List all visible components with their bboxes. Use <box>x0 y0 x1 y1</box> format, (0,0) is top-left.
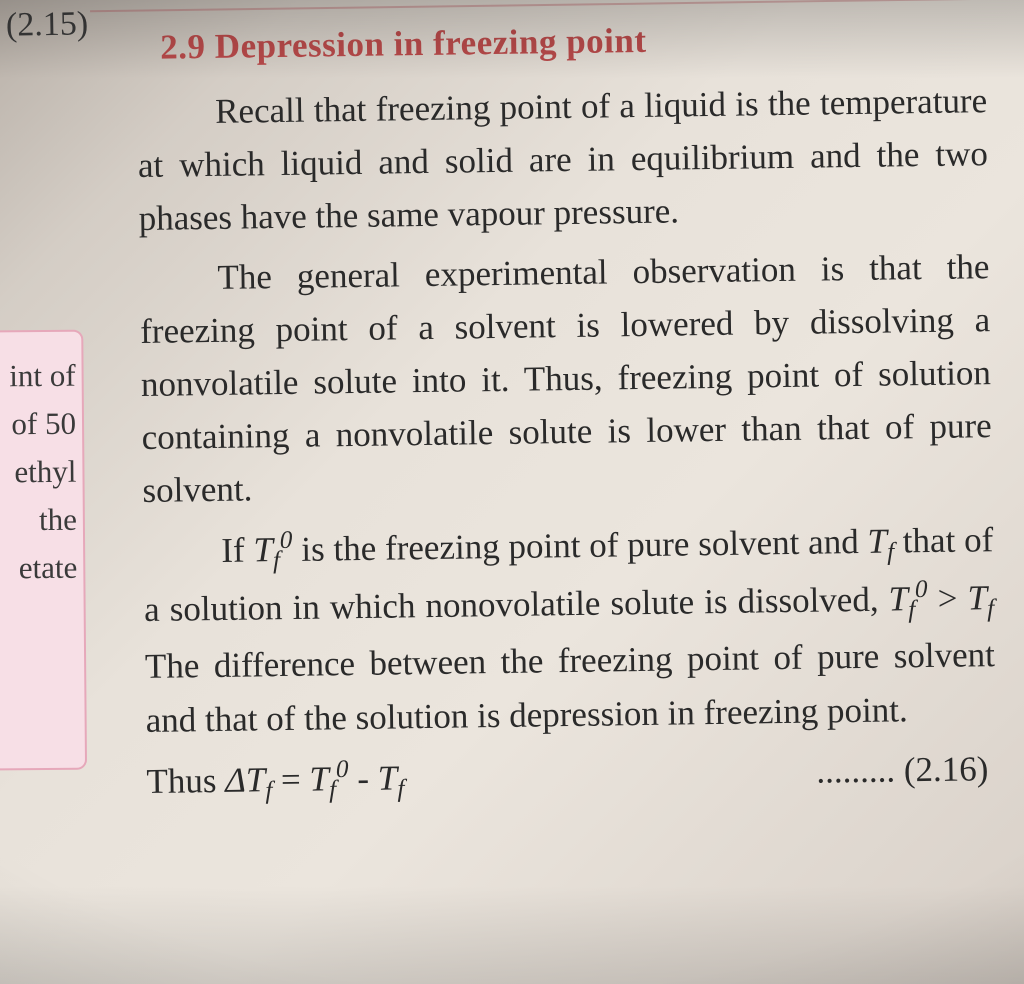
symbol-deltaTf: ΔTf <box>225 760 273 800</box>
symbol-Tf0: Tf0 <box>888 579 928 619</box>
textbook-page: (2.15) int of of 50 ethyl the etate 2.9 … <box>0 0 1024 984</box>
symbol-Tf0: Tf0 <box>253 529 293 569</box>
fragment-line: int of <box>0 352 76 401</box>
left-column-fragment: int of of 50 ethyl the etate <box>0 70 91 771</box>
symbol-Tf: Tf <box>867 521 894 560</box>
paragraph-3: If Tf0 is the freezing point of pure sol… <box>143 512 996 747</box>
section-title: Depression in freezing point <box>214 21 646 66</box>
equation-lead: Thus <box>146 761 225 801</box>
page-top-border <box>90 0 994 12</box>
fragment-line: ethyl <box>0 448 77 497</box>
symbol-Tf: Tf <box>967 578 994 617</box>
section-number: 2.9 <box>160 27 206 67</box>
main-text-column: 2.9 Depression in freezing point Recall … <box>136 16 997 813</box>
symbol-Tf: Tf <box>377 758 404 797</box>
fragment-line: etate <box>0 544 78 593</box>
p3-text: If <box>221 530 254 569</box>
p3-text: is the freezing point of pure solvent an… <box>292 521 868 568</box>
symbol-Tf0: Tf0 <box>309 759 349 799</box>
p3-text: The difference between the freezing poin… <box>145 635 995 739</box>
fragment-line: of 50 <box>0 400 76 449</box>
section-heading: 2.9 Depression in freezing point <box>160 16 986 68</box>
fragment-line: the <box>0 496 77 545</box>
equation-line: Thus ΔTf = Tf0 - Tf ......... (2.16) <box>146 741 997 813</box>
paragraph-1: Recall that freezing point of a liquid i… <box>137 74 989 245</box>
sidebar-box: int of of 50 ethyl the etate <box>0 330 87 771</box>
prev-equation-number: (2.15) <box>6 5 89 44</box>
equation-number: ......... (2.16) <box>816 741 989 799</box>
gt-sign: > <box>937 579 957 618</box>
equation-dots: ......... <box>816 750 895 790</box>
paragraph-2: The general experimental observation is … <box>139 240 993 518</box>
